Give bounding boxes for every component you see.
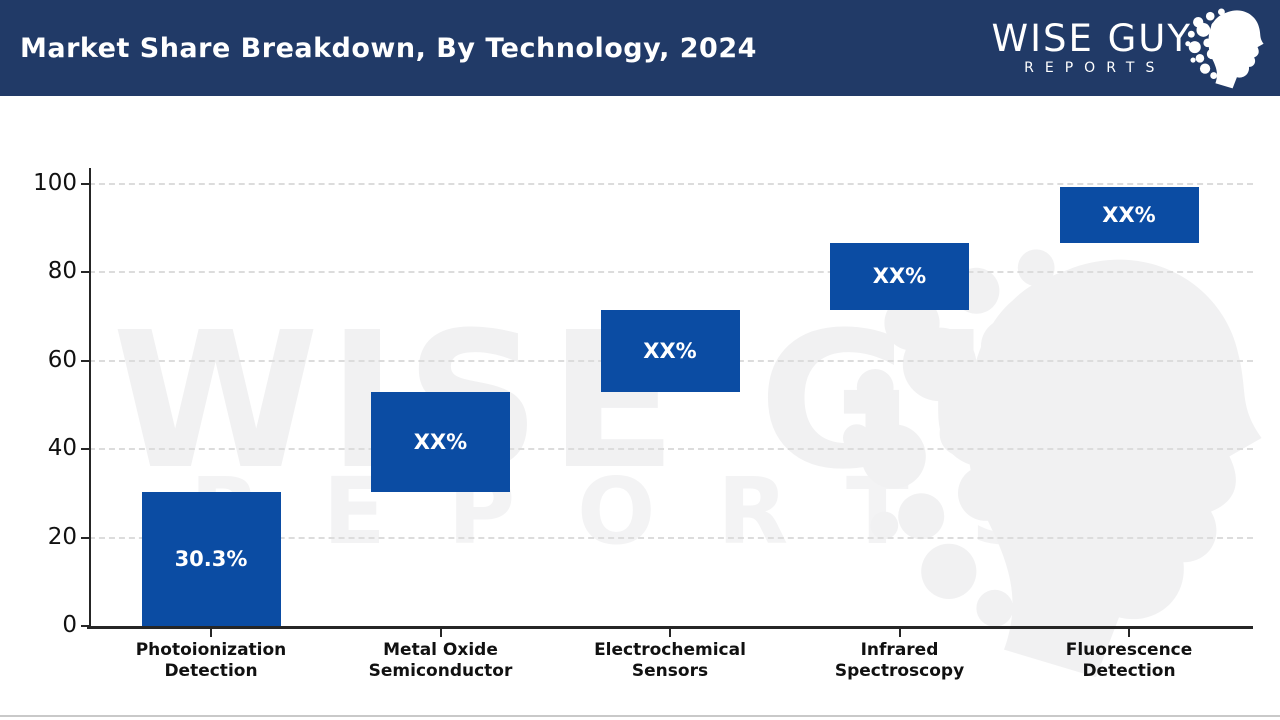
x-axis-tick (898, 628, 901, 637)
bar-value-label: 30.3% (174, 547, 248, 572)
x-axis-label-line: Metal Oxide (383, 640, 498, 660)
x-axis-label-line: Fluorescence (1065, 640, 1193, 660)
x-axis-label-line: Detection (1082, 661, 1176, 681)
y-axis-tick-label: 60 (47, 346, 77, 373)
bar: XX% (830, 242, 969, 310)
logo-wordmark: WISE GUY (991, 17, 1192, 60)
page-title: Market Share Breakdown, By Technology, 2… (20, 32, 757, 64)
gridline (89, 271, 1253, 274)
x-axis-label-line: Detection (164, 661, 258, 681)
logo-subtitle: REPORTS (1024, 60, 1166, 76)
x-axis-tick (210, 628, 212, 637)
gridline (89, 448, 1253, 451)
x-axis-label-line: Spectroscopy (834, 661, 965, 681)
x-axis-label: Metal Oxide Semiconductor (326, 640, 556, 682)
gridline (89, 536, 1253, 539)
x-axis-label-line: Sensors (631, 661, 709, 681)
bar-value-label: XX% (1102, 202, 1156, 227)
y-axis-tick (81, 625, 89, 627)
bar-value-label: XX% (413, 429, 468, 454)
y-axis-tick-label: 20 (47, 523, 77, 550)
x-axis-label-line: Semiconductor (368, 661, 513, 681)
y-axis-tick (81, 271, 89, 274)
bottom-divider (0, 715, 1280, 717)
y-axis-tick (81, 536, 89, 539)
x-axis-line (87, 626, 1253, 629)
bar: XX% (371, 391, 510, 493)
y-axis-tick (81, 448, 89, 451)
x-axis-label: Photoionization Detection (96, 640, 326, 682)
y-axis-tick-label: 80 (47, 258, 77, 285)
x-axis-label: Electrochemical Sensors (555, 640, 785, 682)
y-axis-tick-label: 40 (47, 435, 77, 462)
bar: XX% (600, 309, 740, 392)
bar: 30.3% (141, 492, 281, 626)
x-axis-label-line: Photoionization (135, 640, 287, 660)
x-axis-tick (439, 628, 442, 637)
x-axis-label-line: Electrochemical (594, 640, 746, 660)
chart-area: WISE GUY REPORTS 0 20 40 60 80 100 30.3% Photoi… (0, 96, 1280, 720)
y-axis-tick (81, 183, 89, 185)
header-banner: Market Share Breakdown, By Technology, 2… (0, 0, 1280, 96)
logo-face-icon (1185, 8, 1264, 89)
logo-text: WISE GUY REPORTS (991, 17, 1192, 77)
x-axis-tick (669, 628, 671, 637)
bar-value-label: XX% (872, 264, 927, 289)
y-axis-tick (81, 359, 89, 362)
bar-value-label: XX% (643, 338, 697, 363)
gridline (89, 183, 1253, 185)
x-axis-label: Infrared Spectroscopy (785, 640, 1015, 682)
wise-guy-reports-logo: WISE GUY REPORTS (992, 5, 1280, 91)
y-axis-tick-label: 100 (33, 170, 77, 196)
watermark-face-icon (843, 249, 1262, 678)
x-axis-tick (1128, 628, 1130, 637)
bar: XX% (1059, 186, 1199, 243)
y-axis-line (89, 168, 91, 628)
x-axis-label-line: Infrared (860, 640, 939, 660)
y-axis-tick-label: 0 (62, 612, 77, 638)
x-axis-label: Fluorescence Detection (1014, 640, 1244, 682)
